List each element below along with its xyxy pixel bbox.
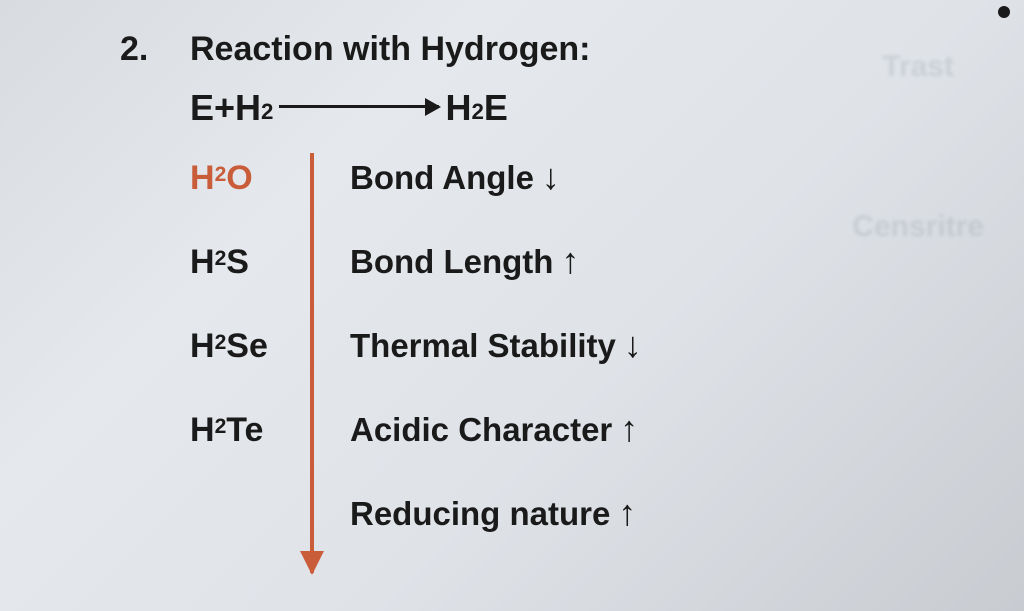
property-label: Bond Angle — [350, 159, 534, 197]
eq-lhs-E: E — [190, 87, 214, 129]
compound-sub: 2 — [215, 415, 227, 439]
compound-row: H 2 O — [190, 159, 268, 243]
compound-H: H — [190, 411, 215, 450]
trend-arrow-down-icon — [310, 153, 314, 573]
arrow-down-icon: ↓ — [624, 327, 642, 363]
compound-element: Te — [226, 411, 263, 450]
corner-dot — [998, 6, 1010, 18]
compound-row: H 2 Se — [190, 327, 268, 411]
question-number: 2. — [120, 30, 190, 69]
eq-lhs-H-sub: 2 — [261, 99, 273, 125]
question-title: Reaction with Hydrogen: — [190, 30, 590, 69]
compound-H: H — [190, 243, 215, 282]
trend-area: H 2 O H 2 S H 2 Se H 2 Te Bond — [190, 159, 1024, 589]
property-row: Thermal Stability ↓ — [350, 327, 642, 411]
compound-H: H — [190, 327, 215, 366]
compound-row: H 2 S — [190, 243, 268, 327]
compound-sub: 2 — [215, 247, 227, 271]
property-row: Reducing nature ↑ — [350, 495, 642, 579]
compound-sub: 2 — [215, 331, 227, 355]
compound-sub: 2 — [215, 163, 227, 187]
property-row: Acidic Character ↑ — [350, 411, 642, 495]
property-label: Acidic Character — [350, 411, 612, 449]
arrow-up-icon: ↑ — [620, 411, 638, 447]
eq-lhs-H: H — [235, 87, 261, 129]
compound-element: S — [226, 243, 249, 282]
compound-element: O — [226, 159, 252, 198]
compound-row: H 2 Te — [190, 411, 268, 495]
eq-rhs-H: H — [445, 87, 471, 129]
arrow-up-icon: ↑ — [561, 243, 579, 279]
property-label: Reducing nature — [350, 495, 610, 533]
compound-element: Se — [226, 327, 268, 366]
compound-H: H — [190, 159, 215, 198]
property-column: Bond Angle ↓ Bond Length ↑ Thermal Stabi… — [350, 159, 642, 579]
heading-row: 2. Reaction with Hydrogen: — [120, 30, 1024, 69]
page: Trast Censritre 2. Reaction with Hydroge… — [0, 0, 1024, 611]
property-row: Bond Angle ↓ — [350, 159, 642, 243]
eq-rhs-E: E — [484, 87, 508, 129]
property-row: Bond Length ↑ — [350, 243, 642, 327]
eq-plus: + — [214, 87, 235, 129]
property-label: Bond Length — [350, 243, 553, 281]
arrow-up-icon: ↑ — [618, 495, 636, 531]
compound-column: H 2 O H 2 S H 2 Se H 2 Te — [190, 159, 268, 495]
property-label: Thermal Stability — [350, 327, 616, 365]
arrow-down-icon: ↓ — [542, 159, 560, 195]
reaction-arrow-icon — [279, 105, 439, 108]
reaction-equation: E + H 2 H 2 E — [190, 87, 1024, 129]
eq-rhs-H-sub: 2 — [471, 99, 483, 125]
